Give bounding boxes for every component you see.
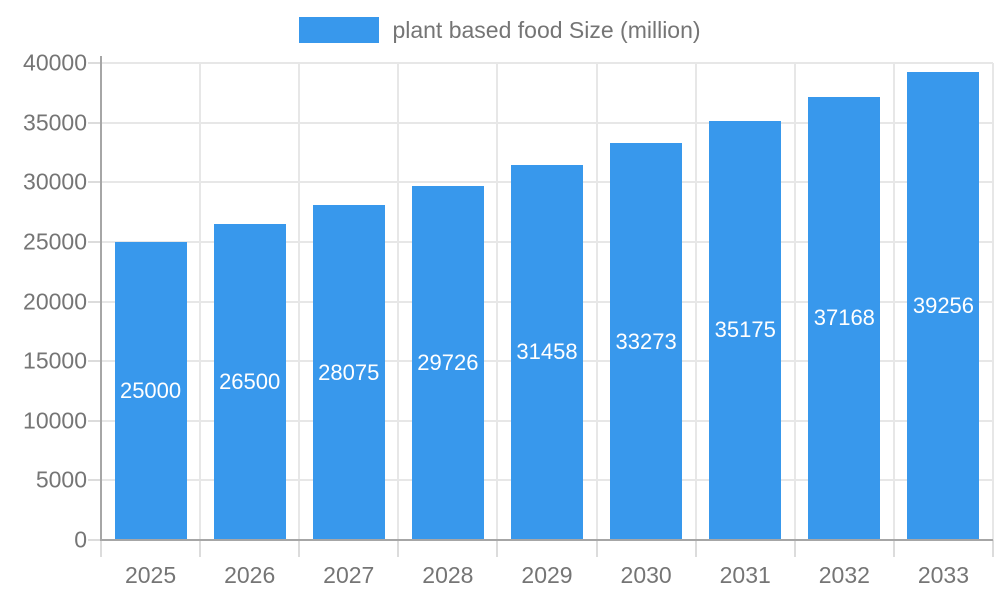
- x-axis-tick: [892, 540, 895, 557]
- x-axis-tick-label: 2033: [917, 562, 970, 588]
- bar-value-label: 26500: [219, 368, 281, 394]
- y-axis-tick: [88, 121, 101, 124]
- y-axis-tick-label: 25000: [23, 228, 87, 255]
- bar-value-label: 35175: [714, 317, 776, 343]
- bar-2031[interactable]: [709, 120, 782, 540]
- bar-2029[interactable]: [511, 164, 583, 540]
- x-axis-tick-label: 2030: [620, 562, 672, 588]
- bar-2032[interactable]: [808, 96, 881, 540]
- legend-swatch: [299, 17, 380, 43]
- x-axis-line: [100, 539, 993, 541]
- y-axis-tick: [88, 419, 101, 422]
- x-axis-tick-label: 2028: [422, 562, 474, 588]
- y-axis-tick-label: 30000: [23, 168, 87, 195]
- gridline-vertical: [694, 63, 697, 540]
- gridline-vertical: [892, 63, 895, 540]
- x-axis-tick: [298, 540, 301, 557]
- y-axis-tick-label: 35000: [23, 109, 87, 136]
- gridline-vertical: [397, 63, 400, 540]
- y-axis-tick: [88, 62, 101, 64]
- y-axis-tick-label: 0: [74, 526, 87, 553]
- y-axis-tick: [88, 360, 101, 363]
- gridline-vertical: [199, 63, 202, 540]
- gridline-horizontal: [101, 121, 993, 124]
- x-axis-tick-label: 2031: [719, 562, 771, 588]
- x-axis-tick: [793, 540, 796, 557]
- y-axis-tick-label: 20000: [23, 288, 87, 314]
- bar-value-label: 37168: [813, 305, 875, 331]
- y-axis-line: [100, 56, 102, 541]
- x-axis-tick: [496, 540, 499, 557]
- y-axis-tick-label: 40000: [23, 49, 87, 76]
- y-axis-tick: [88, 539, 101, 541]
- bar-2026[interactable]: [213, 223, 286, 540]
- gridline-vertical: [793, 63, 796, 540]
- y-axis-tick-label: 5000: [35, 466, 87, 493]
- bar-2025[interactable]: [114, 241, 187, 540]
- x-axis-tick: [694, 540, 697, 557]
- y-axis-tick: [88, 300, 101, 303]
- y-axis-tick-label: 15000: [23, 347, 87, 374]
- bar-2028[interactable]: [411, 185, 484, 540]
- x-axis-tick: [397, 540, 400, 557]
- x-axis-tick: [992, 540, 994, 557]
- x-axis-tick: [100, 540, 102, 557]
- bar-2027[interactable]: [312, 205, 385, 540]
- x-axis-tick: [595, 540, 598, 557]
- x-axis-tick: [199, 540, 202, 557]
- gridline-vertical: [992, 63, 994, 540]
- legend-label: plant based food Size (million): [392, 16, 701, 43]
- x-axis-tick-label: 2027: [323, 562, 375, 588]
- bar-value-label: 33273: [615, 328, 677, 354]
- y-axis-tick: [88, 240, 101, 243]
- bar-value-label: 39256: [912, 292, 975, 318]
- x-axis-tick-label: 2029: [521, 562, 573, 588]
- bar-value-label: 28075: [318, 359, 380, 385]
- gridline-horizontal: [101, 62, 993, 64]
- y-axis-tick: [88, 479, 101, 482]
- x-axis-tick-label: 2032: [818, 562, 870, 588]
- bar-value-label: 25000: [119, 377, 182, 403]
- bar-value-label: 29726: [417, 349, 479, 375]
- gridline-vertical: [496, 63, 499, 540]
- gridline-vertical: [298, 63, 301, 540]
- gridline-vertical: [595, 63, 598, 540]
- y-axis-tick-label: 10000: [23, 407, 87, 434]
- bar-2030[interactable]: [610, 143, 683, 540]
- bar-value-label: 31458: [516, 339, 578, 365]
- legend: plant based food Size (million): [0, 15, 1000, 45]
- y-axis-tick: [88, 181, 101, 184]
- x-axis-tick-label: 2026: [224, 562, 276, 588]
- x-axis-tick-label: 2025: [124, 562, 177, 588]
- bar-2033[interactable]: [907, 71, 980, 540]
